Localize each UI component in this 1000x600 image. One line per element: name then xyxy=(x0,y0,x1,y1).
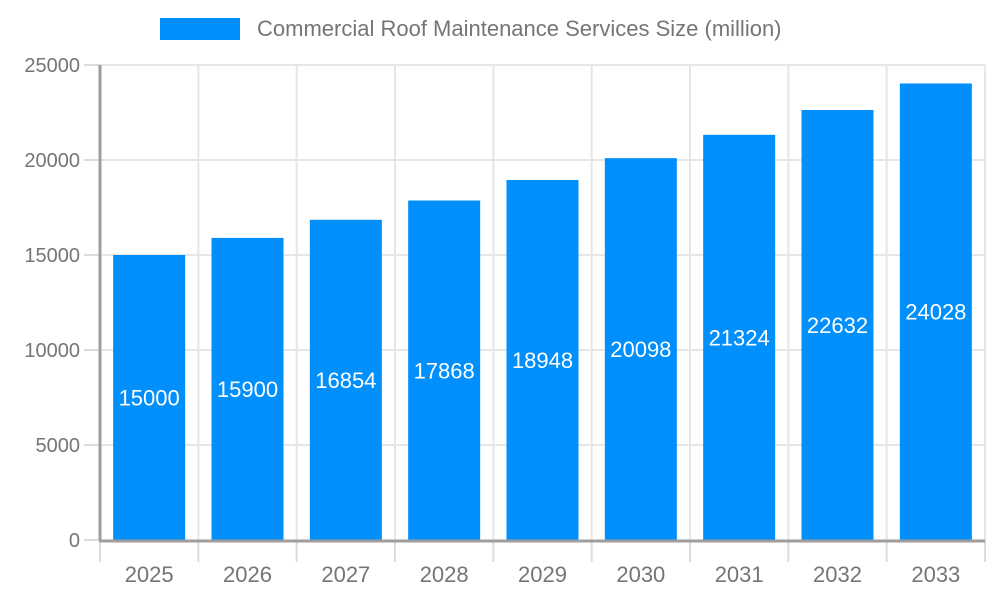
x-axis-label: 2030 xyxy=(616,562,665,587)
bar-value-label: 20098 xyxy=(610,337,671,362)
y-axis-label: 5000 xyxy=(36,435,81,457)
legend-label: Commercial Roof Maintenance Services Siz… xyxy=(257,16,782,41)
bar xyxy=(703,134,776,540)
bar xyxy=(506,179,579,540)
x-axis-label: 2029 xyxy=(518,562,567,587)
bar-value-label: 18948 xyxy=(512,348,573,373)
x-axis-label: 2027 xyxy=(321,562,370,587)
x-axis-label: 2032 xyxy=(813,562,862,587)
x-axis-label: 2028 xyxy=(420,562,469,587)
bar-value-label: 16854 xyxy=(315,368,376,393)
y-axis-label: 0 xyxy=(69,530,80,552)
y-axis-label: 15000 xyxy=(24,245,80,267)
bar-value-label: 15000 xyxy=(119,386,180,411)
x-axis-label: 2033 xyxy=(911,562,960,587)
bar xyxy=(309,219,382,541)
bar-value-label: 17868 xyxy=(414,358,475,383)
bar xyxy=(899,83,972,540)
legend-swatch-icon xyxy=(160,18,240,40)
bar-value-label: 24028 xyxy=(905,300,966,325)
bar-value-label: 21324 xyxy=(709,325,770,350)
x-axis-label: 2025 xyxy=(125,562,174,587)
bar xyxy=(801,109,874,540)
chart-legend: Commercial Roof Maintenance Services Siz… xyxy=(160,16,782,42)
y-axis-label: 20000 xyxy=(24,150,80,172)
x-axis-label: 2031 xyxy=(715,562,764,587)
x-axis-label: 2026 xyxy=(223,562,272,587)
bar xyxy=(113,255,186,540)
bar-value-label: 22632 xyxy=(807,313,868,338)
bar-value-label: 15900 xyxy=(217,377,278,402)
y-axis-label: 25000 xyxy=(24,55,80,77)
bar xyxy=(211,237,284,540)
y-axis-label: 10000 xyxy=(24,340,80,362)
bar xyxy=(408,200,481,540)
bar xyxy=(604,158,677,540)
